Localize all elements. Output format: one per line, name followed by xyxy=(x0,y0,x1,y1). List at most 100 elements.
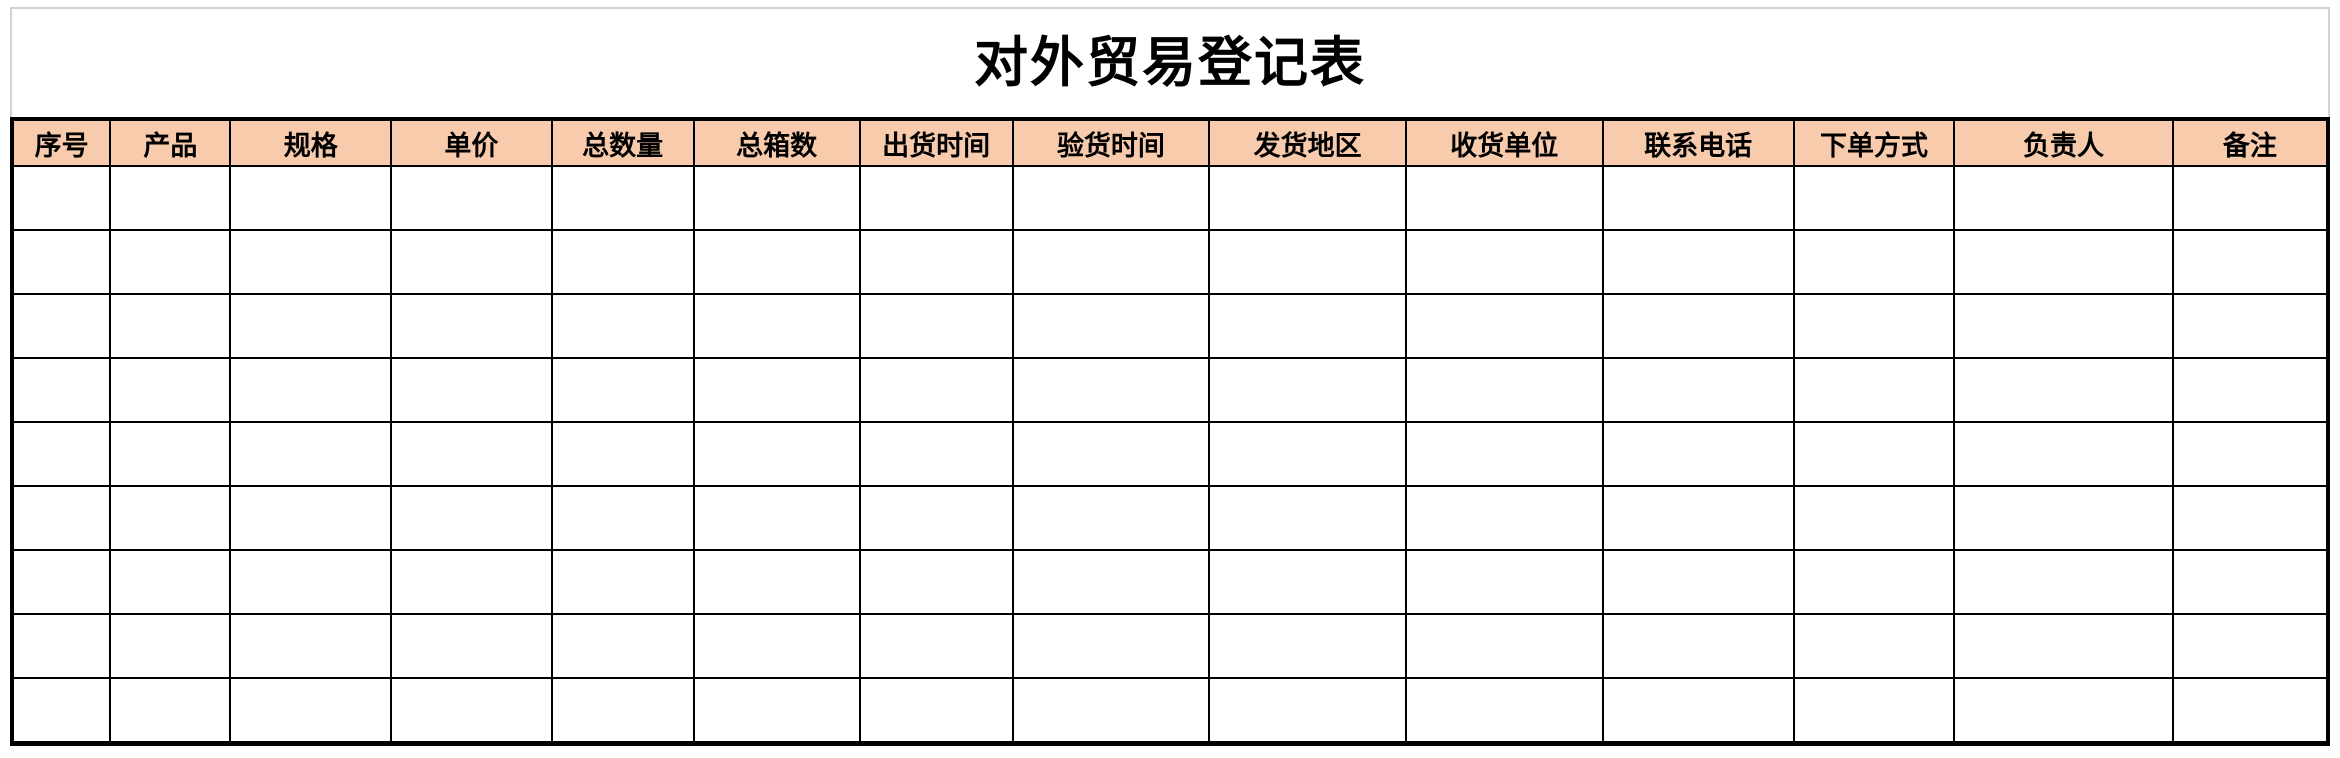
table-cell[interactable] xyxy=(1208,357,1407,423)
table-cell[interactable] xyxy=(1601,421,1795,487)
table-cell[interactable] xyxy=(229,357,393,423)
table-cell[interactable] xyxy=(229,165,393,231)
table-cell[interactable] xyxy=(1011,485,1211,551)
table-cell[interactable] xyxy=(1792,485,1956,551)
table-cell[interactable] xyxy=(692,357,861,423)
table-cell[interactable] xyxy=(858,613,1014,679)
table-cell[interactable] xyxy=(9,421,112,487)
table-cell[interactable] xyxy=(1601,485,1795,551)
table-cell[interactable] xyxy=(1011,293,1211,359)
table-cell[interactable] xyxy=(1404,357,1604,423)
table-cell[interactable] xyxy=(2171,357,2331,423)
table-cell[interactable] xyxy=(229,485,393,551)
table-cell[interactable] xyxy=(1011,421,1211,487)
table-cell[interactable] xyxy=(1208,293,1407,359)
table-cell[interactable] xyxy=(1953,549,2174,615)
table-cell[interactable] xyxy=(1601,357,1795,423)
table-cell[interactable] xyxy=(390,613,553,679)
table-cell[interactable] xyxy=(229,677,393,746)
table-cell[interactable] xyxy=(390,229,553,295)
table-cell[interactable] xyxy=(1601,677,1795,746)
table-cell[interactable] xyxy=(1404,421,1604,487)
table-cell[interactable] xyxy=(109,421,232,487)
table-cell[interactable] xyxy=(390,677,553,746)
column-header[interactable]: 序号 xyxy=(9,117,112,167)
table-cell[interactable] xyxy=(9,357,112,423)
table-cell[interactable] xyxy=(109,293,232,359)
column-header[interactable]: 下单方式 xyxy=(1792,117,1956,167)
table-cell[interactable] xyxy=(1404,229,1604,295)
table-cell[interactable] xyxy=(1601,165,1795,231)
table-cell[interactable] xyxy=(1792,165,1956,231)
table-cell[interactable] xyxy=(1011,357,1211,423)
table-cell[interactable] xyxy=(9,613,112,679)
table-cell[interactable] xyxy=(390,485,553,551)
table-cell[interactable] xyxy=(1953,421,2174,487)
table-cell[interactable] xyxy=(692,613,861,679)
column-header[interactable]: 收货单位 xyxy=(1404,117,1604,167)
column-header[interactable]: 备注 xyxy=(2171,117,2331,167)
table-cell[interactable] xyxy=(109,165,232,231)
table-cell[interactable] xyxy=(109,229,232,295)
table-cell[interactable] xyxy=(2171,165,2331,231)
table-cell[interactable] xyxy=(1601,229,1795,295)
table-cell[interactable] xyxy=(550,677,695,746)
table-cell[interactable] xyxy=(2171,229,2331,295)
table-cell[interactable] xyxy=(229,549,393,615)
table-cell[interactable] xyxy=(229,421,393,487)
table-cell[interactable] xyxy=(390,357,553,423)
table-cell[interactable] xyxy=(550,421,695,487)
table-cell[interactable] xyxy=(390,293,553,359)
table-cell[interactable] xyxy=(1792,613,1956,679)
table-cell[interactable] xyxy=(1011,229,1211,295)
column-header[interactable]: 验货时间 xyxy=(1011,117,1211,167)
table-cell[interactable] xyxy=(390,549,553,615)
table-cell[interactable] xyxy=(1953,229,2174,295)
table-cell[interactable] xyxy=(1953,677,2174,746)
table-cell[interactable] xyxy=(1601,549,1795,615)
table-cell[interactable] xyxy=(692,293,861,359)
table-cell[interactable] xyxy=(1953,165,2174,231)
table-cell[interactable] xyxy=(858,549,1014,615)
table-cell[interactable] xyxy=(1792,549,1956,615)
table-cell[interactable] xyxy=(1208,677,1407,746)
table-cell[interactable] xyxy=(9,549,112,615)
table-cell[interactable] xyxy=(1208,421,1407,487)
column-header[interactable]: 出货时间 xyxy=(858,117,1014,167)
table-cell[interactable] xyxy=(9,229,112,295)
table-cell[interactable] xyxy=(1208,485,1407,551)
table-cell[interactable] xyxy=(1792,421,1956,487)
table-cell[interactable] xyxy=(1404,549,1604,615)
table-cell[interactable] xyxy=(550,485,695,551)
table-cell[interactable] xyxy=(1792,229,1956,295)
table-cell[interactable] xyxy=(858,677,1014,746)
column-header[interactable]: 总数量 xyxy=(550,117,695,167)
column-header[interactable]: 联系电话 xyxy=(1601,117,1795,167)
column-header[interactable]: 负责人 xyxy=(1953,117,2174,167)
table-cell[interactable] xyxy=(858,357,1014,423)
table-cell[interactable] xyxy=(692,229,861,295)
table-cell[interactable] xyxy=(390,165,553,231)
table-cell[interactable] xyxy=(1404,293,1604,359)
table-cell[interactable] xyxy=(9,485,112,551)
table-cell[interactable] xyxy=(1011,677,1211,746)
column-header[interactable]: 总箱数 xyxy=(692,117,861,167)
column-header[interactable]: 规格 xyxy=(229,117,393,167)
table-cell[interactable] xyxy=(1011,165,1211,231)
table-cell[interactable] xyxy=(229,293,393,359)
table-cell[interactable] xyxy=(692,549,861,615)
table-cell[interactable] xyxy=(109,677,232,746)
table-cell[interactable] xyxy=(1011,549,1211,615)
table-cell[interactable] xyxy=(9,677,112,746)
table-cell[interactable] xyxy=(109,613,232,679)
table-cell[interactable] xyxy=(550,549,695,615)
table-cell[interactable] xyxy=(858,165,1014,231)
table-cell[interactable] xyxy=(1792,293,1956,359)
table-cell[interactable] xyxy=(1208,229,1407,295)
table-cell[interactable] xyxy=(1208,549,1407,615)
table-cell[interactable] xyxy=(229,613,393,679)
table-cell[interactable] xyxy=(1953,293,2174,359)
table-cell[interactable] xyxy=(550,165,695,231)
table-cell[interactable] xyxy=(858,293,1014,359)
table-cell[interactable] xyxy=(1404,677,1604,746)
